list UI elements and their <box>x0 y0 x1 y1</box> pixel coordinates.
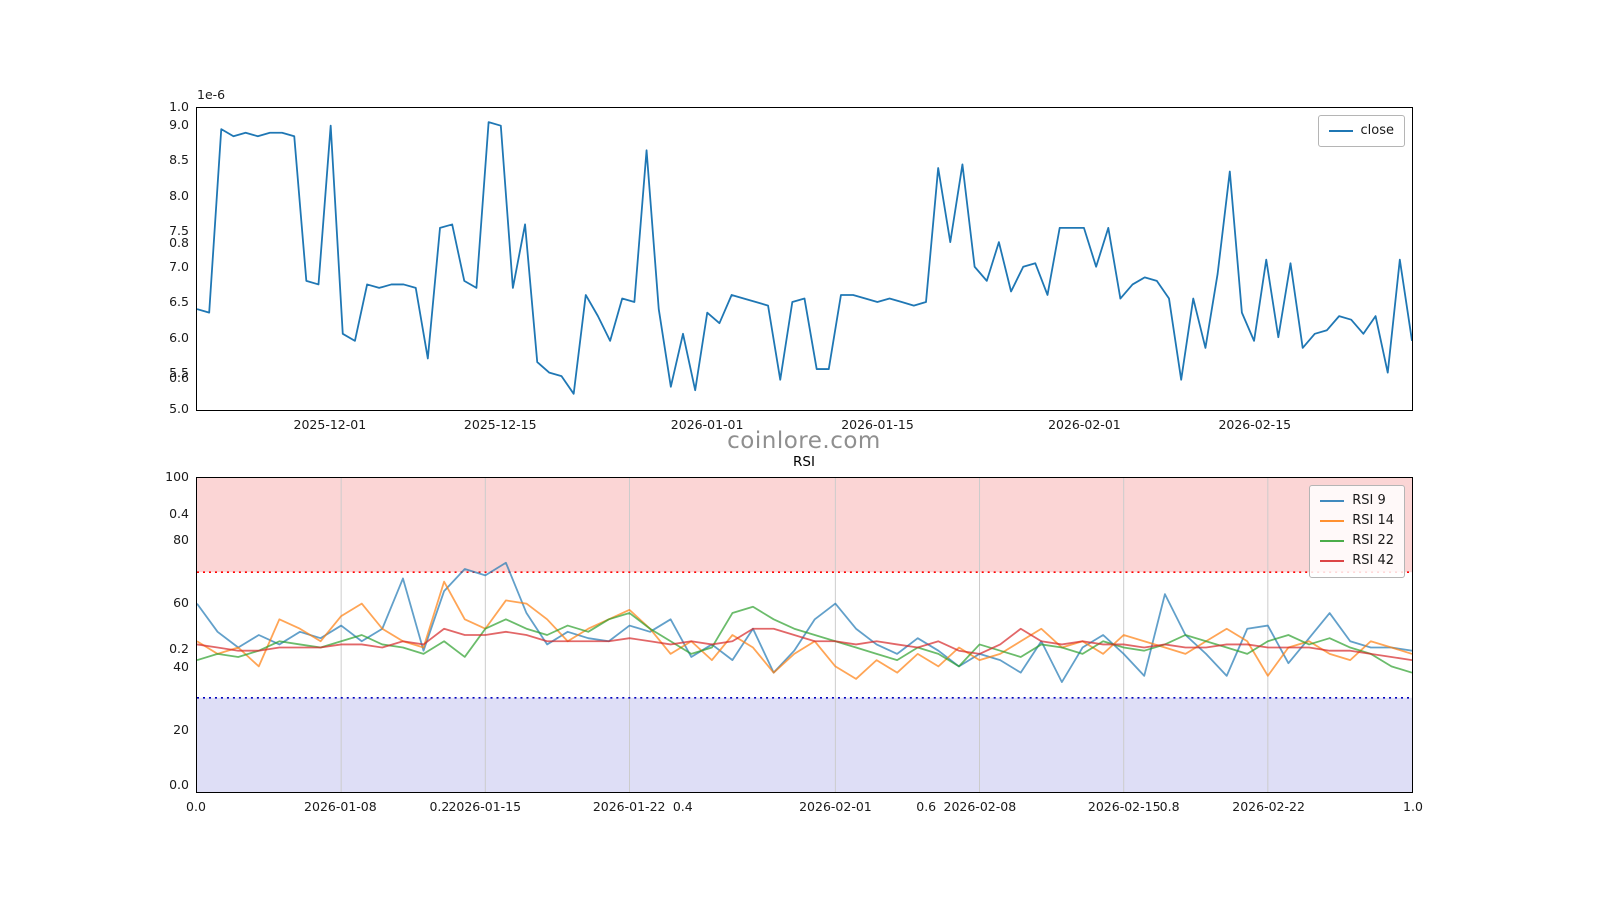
bg-ytick-0.6: 0.6 <box>169 369 189 385</box>
rsi-xtick-2026-01-22: 2026-01-22 <box>592 799 666 814</box>
price-chart-canvas <box>197 121 1412 395</box>
legend-label-rsi22: RSI 22 <box>1352 533 1394 549</box>
rsi-ytick-40: 40 <box>173 658 189 674</box>
legend-item-rsi42: RSI 42 <box>1320 551 1394 571</box>
rsi-chart-canvas <box>197 478 1412 792</box>
price-legend: close <box>1317 115 1405 148</box>
rsi9-line-swatch <box>1320 500 1345 503</box>
price-chart: close <box>196 107 1413 411</box>
price-xtick-2025-12-01: 2025-12-01 <box>293 417 367 432</box>
rsi-ytick-60: 60 <box>173 595 189 611</box>
y-axis-offset-label: 1e-6 <box>197 87 226 102</box>
bg-xtick-0.6: 0.6 <box>916 799 937 814</box>
price-ytick-7.0: 7.0 <box>169 258 189 274</box>
rsi-xtick-2026-02-22: 2026-02-22 <box>1232 799 1305 814</box>
price-xtick-2026-02-15: 2026-02-15 <box>1218 417 1292 432</box>
price-xtick-2026-01-01: 2026-01-01 <box>670 417 744 432</box>
legend-item-close: close <box>1328 121 1394 141</box>
rsi-xtick-2026-02-15: 2026-02-15 <box>1087 799 1161 814</box>
rsi-chart: RSI 9 RSI 14 RSI 22 RSI 42 <box>196 477 1413 793</box>
price-xtick-2026-01-15: 2026-01-15 <box>841 417 914 432</box>
price-ytick-8.0: 8.0 <box>169 187 189 203</box>
bg-xtick-1.0: 1.0 <box>1403 799 1423 814</box>
rsi-xtick-2026-01-15: 2026-01-15 <box>448 799 522 814</box>
legend-label-rsi42: RSI 42 <box>1352 553 1394 569</box>
price-ytick-6.5: 6.5 <box>169 294 189 310</box>
price-ytick-5.0: 5.0 <box>169 400 189 416</box>
rsi-xtick-2026-02-01: 2026-02-01 <box>799 799 872 814</box>
price-ytick-7.5: 7.5 <box>169 223 189 239</box>
bg-ytick-0.0: 0.0 <box>169 776 189 792</box>
bg-xtick-0.8: 0.8 <box>1159 799 1180 814</box>
rsi22-line-swatch <box>1320 540 1345 543</box>
bg-xtick-0.4: 0.4 <box>672 799 693 814</box>
bg-ytick-0.8: 0.8 <box>169 234 189 250</box>
rsi-ytick-20: 20 <box>173 721 189 737</box>
bg-ytick-0.4: 0.4 <box>169 505 189 521</box>
price-xtick-2025-12-15: 2025-12-15 <box>463 417 537 432</box>
close-line-swatch <box>1328 130 1353 133</box>
price-ytick-5.5: 5.5 <box>169 365 189 381</box>
rsi-xtick-2026-01-08: 2026-01-08 <box>304 799 377 814</box>
legend-item-rsi14: RSI 14 <box>1320 511 1394 531</box>
legend-label-close: close <box>1360 123 1394 138</box>
legend-label-rsi9: RSI 9 <box>1352 493 1386 508</box>
rsi-title: RSI <box>793 454 815 470</box>
rsi42-line-swatch <box>1320 560 1345 563</box>
price-ytick-6.0: 6.0 <box>169 329 189 345</box>
bg-xtick-0.0: 0.0 <box>186 799 206 814</box>
rsi14-line-swatch <box>1320 520 1345 523</box>
legend-label-rsi14: RSI 14 <box>1352 513 1394 529</box>
legend-item-rsi9: RSI 9 <box>1320 491 1394 511</box>
price-ytick-9.0: 9.0 <box>169 116 189 132</box>
rsi-ytick-100: 100 <box>165 468 189 484</box>
watermark: coinlore.com <box>727 428 881 454</box>
legend-item-rsi22: RSI 22 <box>1320 531 1394 551</box>
bg-xtick-0.2: 0.2 <box>429 799 450 814</box>
rsi-legend: RSI 9 RSI 14 RSI 22 RSI 42 <box>1309 485 1405 578</box>
price-xtick-2026-02-01: 2026-02-01 <box>1048 417 1121 432</box>
price-ytick-8.5: 8.5 <box>169 152 189 168</box>
bg-ytick-0.2: 0.2 <box>169 641 189 657</box>
rsi-xtick-2026-02-08: 2026-02-08 <box>943 799 1017 814</box>
bg-ytick-1.0: 1.0 <box>169 98 189 114</box>
rsi-ytick-80: 80 <box>173 531 189 547</box>
